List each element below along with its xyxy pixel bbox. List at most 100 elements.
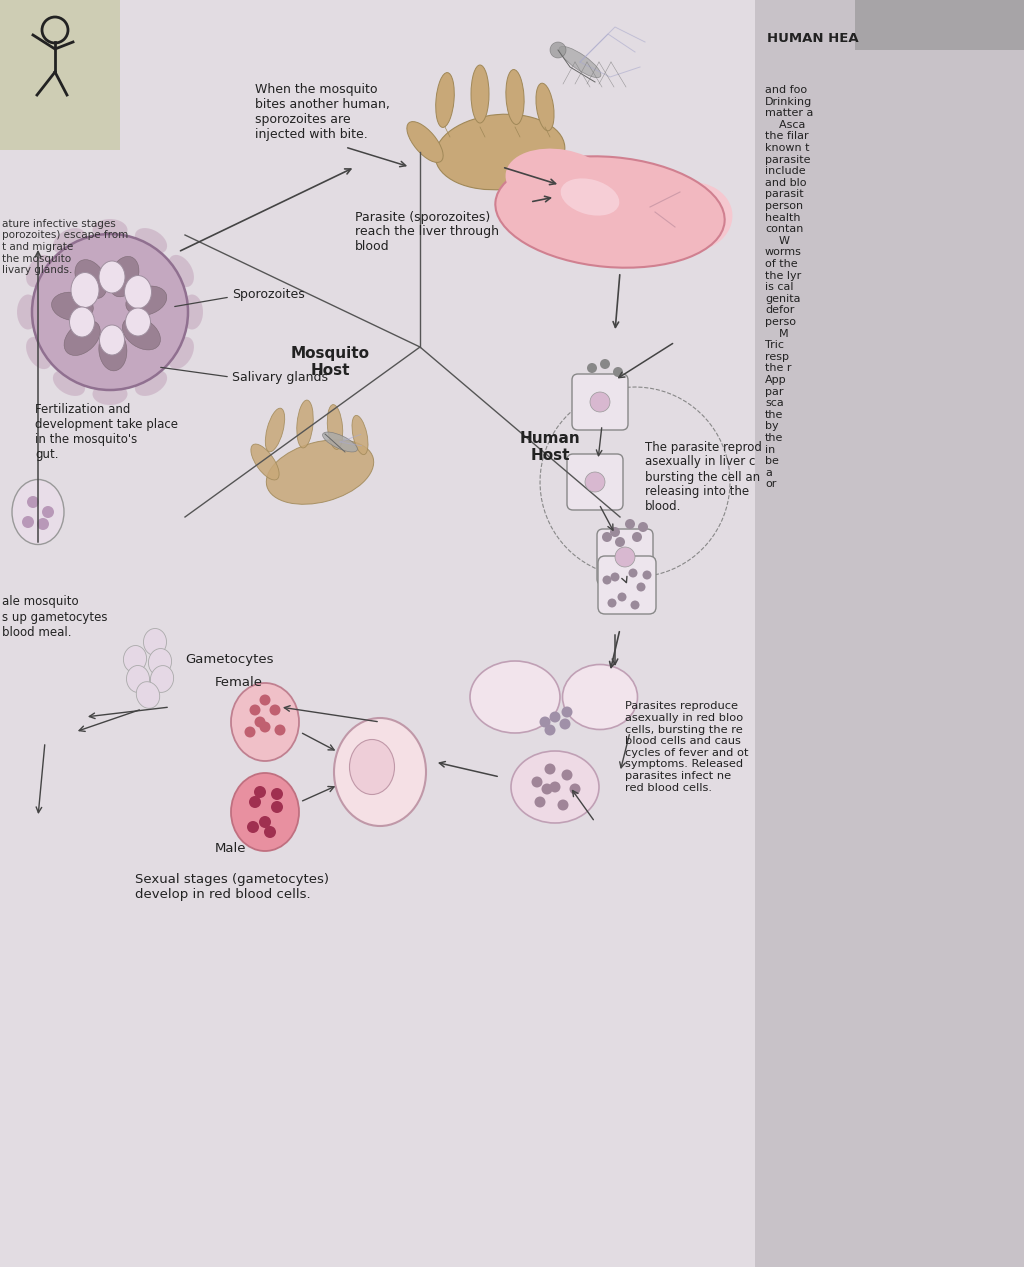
Circle shape — [637, 583, 645, 592]
Circle shape — [250, 704, 260, 716]
Ellipse shape — [496, 156, 725, 267]
Ellipse shape — [51, 293, 93, 321]
Text: Sexual stages (gametocytes)
develop in red blood cells.: Sexual stages (gametocytes) develop in r… — [135, 873, 329, 901]
Text: When the mosquito
bites another human,
sporozoites are
injected with bite.: When the mosquito bites another human, s… — [255, 84, 390, 141]
Text: Fertilization and
development take place
in the mosquito's
gut.: Fertilization and development take place… — [35, 403, 178, 461]
Ellipse shape — [143, 628, 167, 655]
Ellipse shape — [125, 275, 152, 308]
Ellipse shape — [126, 286, 167, 315]
Circle shape — [274, 725, 286, 736]
Ellipse shape — [92, 383, 128, 405]
Text: Female: Female — [215, 675, 263, 688]
Ellipse shape — [334, 718, 426, 826]
Ellipse shape — [70, 307, 94, 337]
Text: Parasites reproduce
asexually in red bloo
cells, bursting the re
blood cells and: Parasites reproduce asexually in red blo… — [625, 702, 749, 793]
Circle shape — [631, 601, 640, 609]
Ellipse shape — [536, 84, 554, 131]
Text: Gametocytes: Gametocytes — [185, 653, 273, 665]
Ellipse shape — [297, 400, 313, 449]
Circle shape — [569, 783, 581, 794]
Ellipse shape — [251, 443, 280, 480]
Circle shape — [259, 721, 270, 732]
Circle shape — [531, 777, 543, 788]
Circle shape — [255, 717, 265, 727]
Ellipse shape — [135, 370, 167, 397]
Ellipse shape — [12, 479, 63, 545]
Ellipse shape — [53, 228, 85, 253]
Ellipse shape — [266, 440, 374, 504]
Ellipse shape — [323, 432, 357, 452]
Ellipse shape — [562, 664, 638, 730]
Ellipse shape — [126, 308, 151, 336]
Circle shape — [559, 718, 570, 730]
Ellipse shape — [506, 148, 614, 215]
FancyBboxPatch shape — [572, 374, 628, 430]
Ellipse shape — [352, 416, 368, 455]
Circle shape — [642, 570, 651, 579]
Circle shape — [550, 42, 566, 58]
Text: HUMAN HEA: HUMAN HEA — [767, 32, 859, 44]
Ellipse shape — [231, 773, 299, 851]
Text: Human
Host: Human Host — [519, 431, 581, 464]
Circle shape — [602, 575, 611, 584]
Ellipse shape — [471, 65, 489, 123]
Circle shape — [600, 359, 610, 369]
Ellipse shape — [99, 326, 125, 355]
Ellipse shape — [435, 114, 565, 190]
Ellipse shape — [92, 219, 128, 241]
Ellipse shape — [168, 255, 194, 288]
Circle shape — [535, 797, 546, 807]
Circle shape — [27, 495, 39, 508]
Ellipse shape — [506, 70, 524, 124]
FancyBboxPatch shape — [855, 0, 1024, 49]
Circle shape — [254, 786, 266, 798]
Ellipse shape — [26, 255, 52, 288]
Ellipse shape — [647, 182, 732, 252]
Text: ature infective stages
porozoites) escape from
t and migrate
the mosquito
livary: ature infective stages porozoites) escap… — [2, 219, 128, 275]
FancyBboxPatch shape — [597, 530, 653, 585]
Circle shape — [249, 796, 261, 808]
Circle shape — [550, 782, 560, 792]
Ellipse shape — [17, 294, 39, 329]
Circle shape — [269, 704, 281, 716]
Ellipse shape — [470, 661, 560, 734]
Ellipse shape — [168, 337, 194, 369]
Text: Salivary glands: Salivary glands — [232, 370, 328, 384]
Ellipse shape — [181, 294, 203, 329]
Ellipse shape — [328, 404, 343, 450]
Ellipse shape — [123, 646, 146, 673]
Ellipse shape — [109, 256, 139, 296]
Circle shape — [613, 367, 623, 378]
Ellipse shape — [559, 47, 601, 77]
Ellipse shape — [265, 408, 285, 452]
Circle shape — [37, 518, 49, 530]
Circle shape — [550, 712, 560, 722]
Circle shape — [607, 598, 616, 607]
Ellipse shape — [148, 649, 171, 675]
Circle shape — [259, 694, 270, 706]
Circle shape — [271, 788, 283, 799]
Circle shape — [615, 547, 635, 568]
Circle shape — [542, 783, 553, 794]
Circle shape — [610, 527, 620, 537]
Circle shape — [540, 717, 551, 727]
Circle shape — [610, 573, 620, 582]
Ellipse shape — [53, 370, 85, 397]
Circle shape — [629, 569, 638, 578]
Circle shape — [615, 537, 625, 547]
Circle shape — [32, 234, 188, 390]
Circle shape — [264, 826, 276, 837]
Circle shape — [245, 726, 256, 737]
Ellipse shape — [135, 228, 167, 253]
Circle shape — [625, 519, 635, 530]
Ellipse shape — [71, 272, 99, 308]
Ellipse shape — [231, 683, 299, 761]
Circle shape — [557, 799, 568, 811]
Ellipse shape — [561, 179, 620, 215]
Circle shape — [42, 506, 54, 518]
Circle shape — [632, 532, 642, 542]
Circle shape — [259, 816, 271, 829]
Ellipse shape — [75, 260, 108, 299]
Circle shape — [585, 473, 605, 492]
Circle shape — [638, 522, 648, 532]
